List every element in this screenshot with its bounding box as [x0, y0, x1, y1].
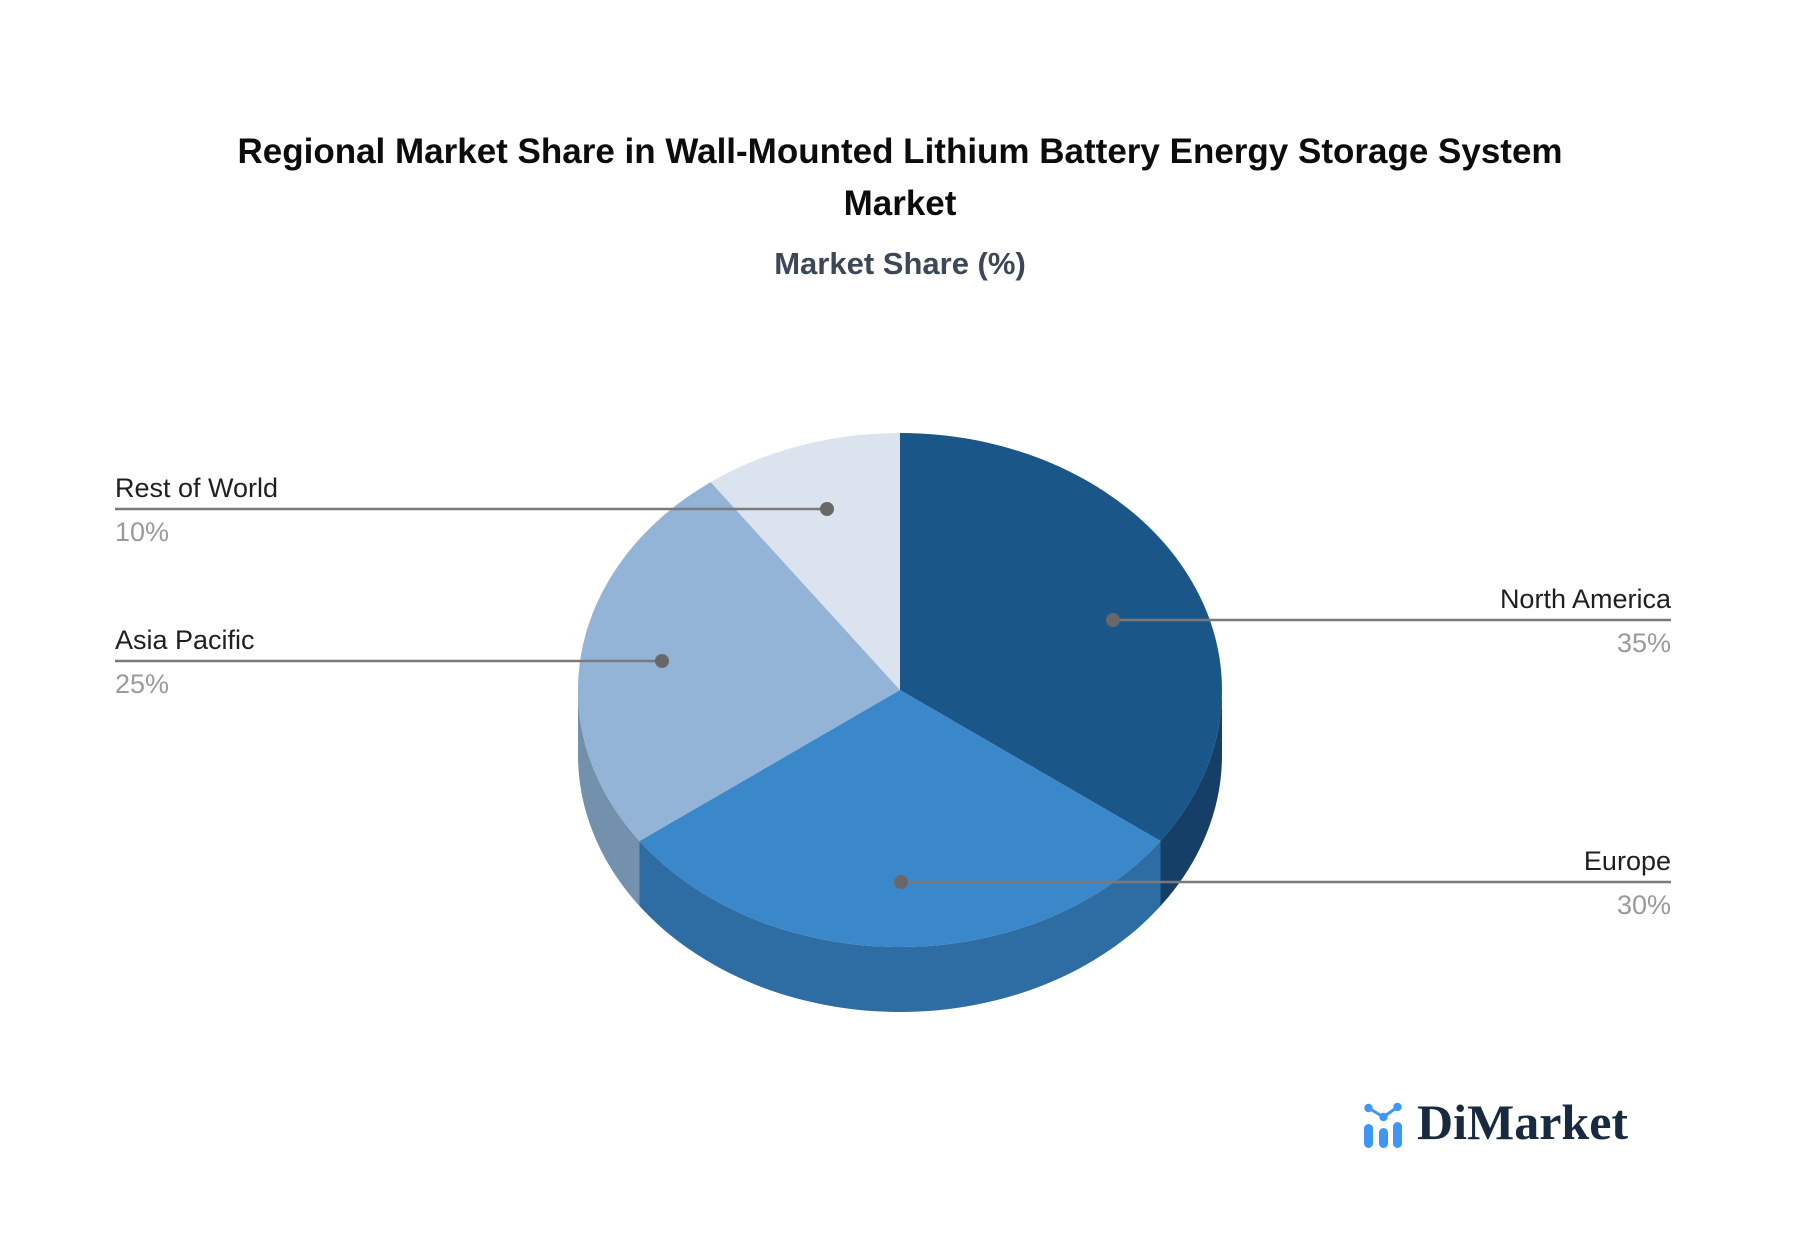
- pie-side-europe: [639, 841, 1161, 1012]
- chart-title-line-2: Market: [843, 184, 957, 223]
- pie-side-north-america: [1160, 690, 1222, 907]
- pie-slice-rest-of-world: [710, 433, 900, 690]
- callout-europe: Europe: [1584, 846, 1671, 877]
- leader-dot-asia-pacific: [655, 654, 669, 668]
- slice-label-asia-pacific: Asia Pacific: [115, 625, 255, 655]
- pie-side-asia-pacific: [578, 690, 640, 907]
- leader-dots: [655, 502, 1120, 889]
- slice-label-europe: Europe: [1583, 846, 1671, 876]
- pie-slice-north-america: [900, 433, 1222, 842]
- leader-dot-europe: [894, 875, 908, 889]
- slice-label-north-america: North America: [1499, 584, 1671, 614]
- callout-asia-pacific-value: 25%: [115, 669, 169, 700]
- callout-asia-pacific: Asia Pacific: [115, 625, 255, 656]
- chart-title: Regional Market Share in Wall-Mounted Li…: [0, 126, 1800, 230]
- callout-rest-of-world-value: 10%: [115, 517, 169, 548]
- callout-north-america: North America: [1500, 584, 1671, 615]
- leader-dot-north-america: [1106, 613, 1120, 627]
- chart-title-line-1: Regional Market Share in Wall-Mounted Li…: [237, 132, 1563, 171]
- logo: DiMarket: [1360, 1096, 1628, 1148]
- leader-lines: [115, 507, 1671, 884]
- callout-rest-of-world: Rest of World: [115, 473, 278, 504]
- pie-slice-asia-pacific: [578, 482, 900, 842]
- slice-value-rest-of-world: 10%: [115, 517, 170, 547]
- slice-label-rest-of-world: Rest of World: [115, 473, 279, 503]
- callout-north-america-value: 35%: [1617, 628, 1671, 659]
- slice-value-asia-pacific: 25%: [115, 669, 170, 699]
- slice-value-north-america: 35%: [1616, 628, 1671, 658]
- callout-europe-value: 30%: [1617, 890, 1671, 921]
- bar-line-chart-icon: [1364, 1102, 1402, 1148]
- logo-text: DiMarket: [1417, 1094, 1629, 1150]
- leader-dot-rest-of-world: [820, 502, 834, 516]
- chart-subtitle: Market Share (%): [774, 246, 1026, 281]
- pie-3d-sides: [578, 690, 1222, 1012]
- slice-value-europe: 30%: [1616, 890, 1671, 920]
